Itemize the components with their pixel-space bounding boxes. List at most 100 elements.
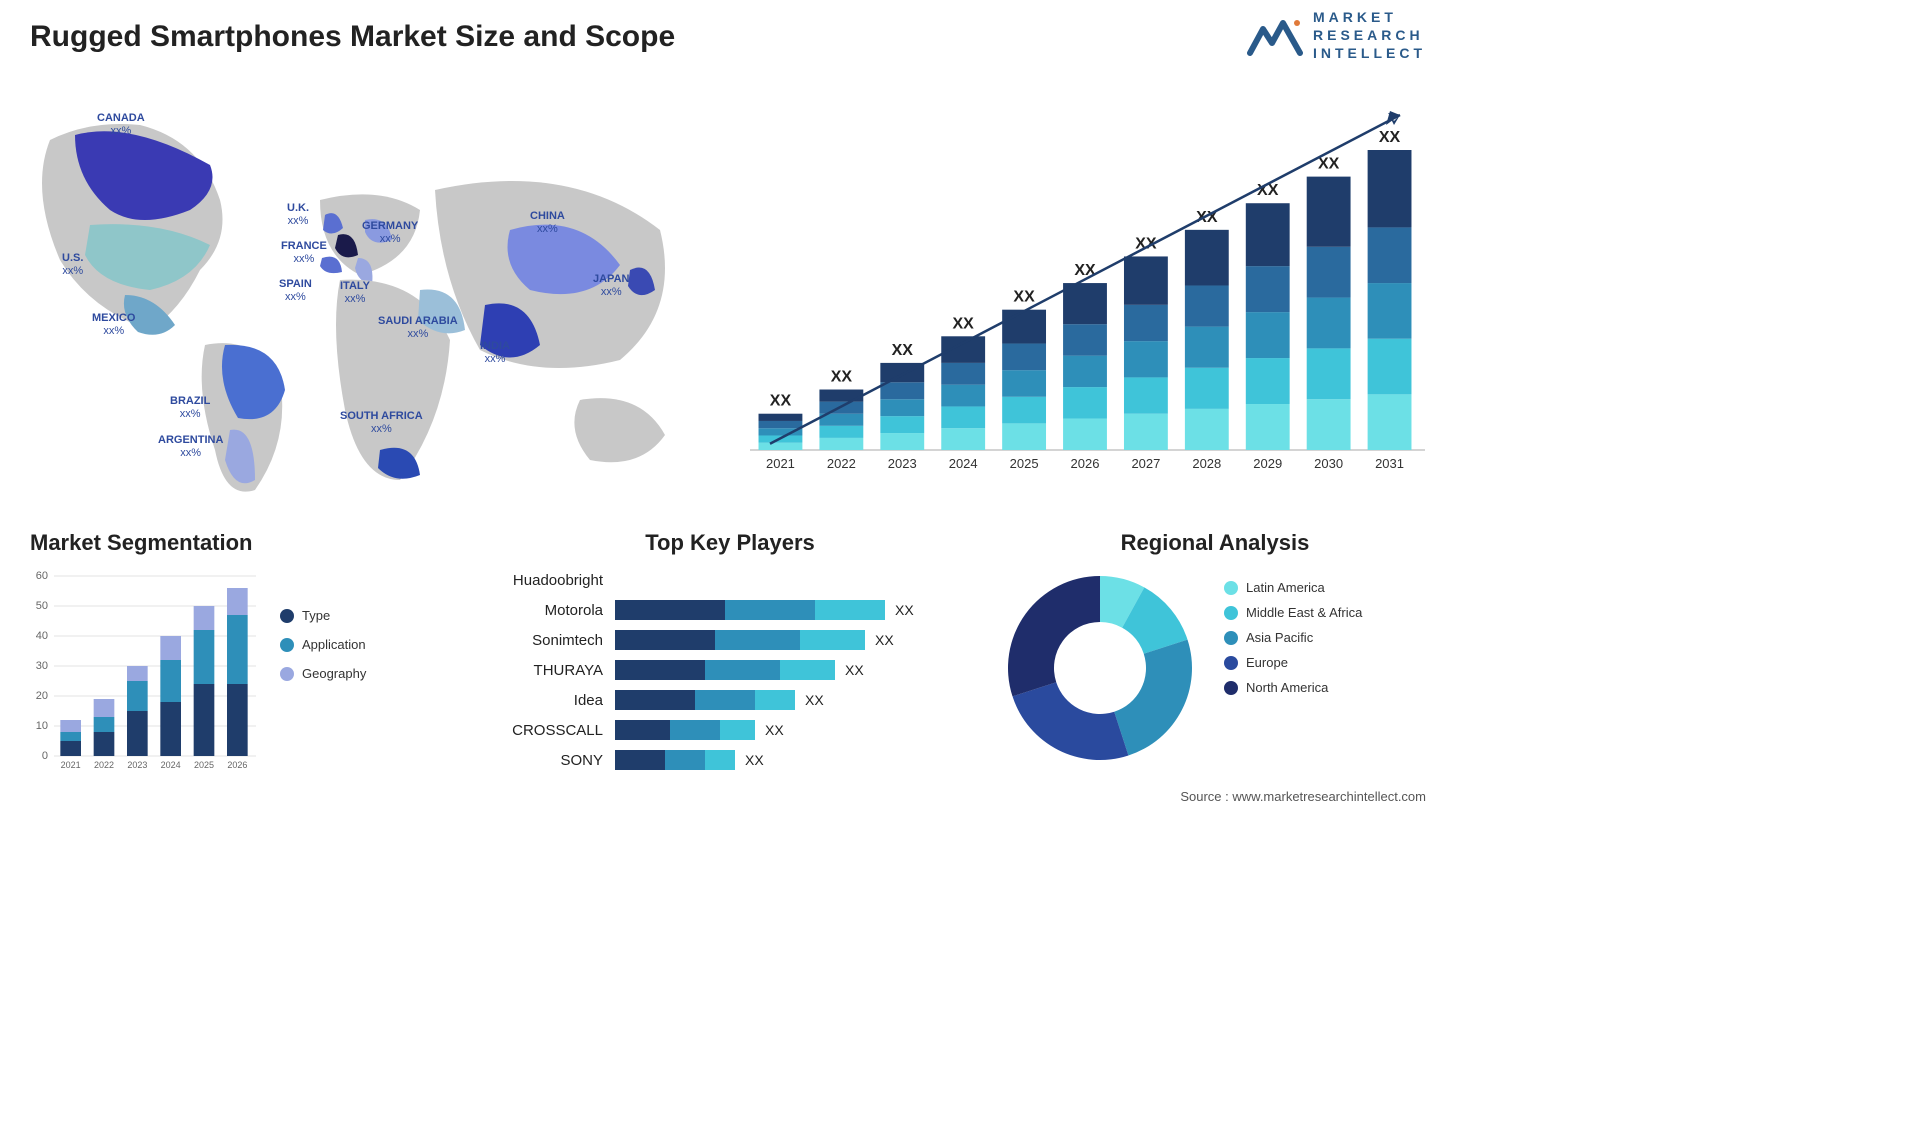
- market-size-chart: XX2021XX2022XX2023XX2024XX2025XX2026XX20…: [740, 100, 1430, 480]
- keyplayer-bar: [615, 690, 795, 710]
- brand-logo: MARKET RESEARCH INTELLECT: [1247, 8, 1426, 63]
- bar-segment: [705, 660, 780, 680]
- svg-text:2021: 2021: [61, 760, 81, 770]
- keyplayers-section: Top Key Players HuadoobrightMotorolaXXSo…: [480, 530, 980, 778]
- regional-title: Regional Analysis: [1000, 530, 1430, 556]
- keyplayer-row: Huadoobright: [480, 568, 980, 592]
- legend-item: Application: [280, 637, 366, 652]
- legend-item: Latin America: [1224, 580, 1362, 595]
- keyplayer-bar: [615, 750, 735, 770]
- keyplayer-value: XX: [765, 722, 784, 738]
- legend-dot: [1224, 681, 1238, 695]
- svg-text:2023: 2023: [127, 760, 147, 770]
- page-title: Rugged Smartphones Market Size and Scope: [30, 20, 675, 54]
- legend-dot: [1224, 606, 1238, 620]
- svg-text:2026: 2026: [1071, 456, 1100, 471]
- map-label: JAPANxx%: [593, 273, 629, 299]
- logo-line-3: INTELLECT: [1313, 44, 1426, 62]
- keyplayer-name: Huadoobright: [480, 572, 615, 589]
- segmentation-section: Market Segmentation 01020304050602021202…: [30, 530, 460, 778]
- keyplayer-value: XX: [845, 662, 864, 678]
- keyplayer-row: Idea XX: [480, 688, 980, 712]
- legend-dot: [280, 638, 294, 652]
- keyplayer-value: XX: [805, 692, 824, 708]
- keyplayer-name: THURAYA: [480, 662, 615, 679]
- map-label: MEXICOxx%: [92, 312, 135, 338]
- svg-text:2025: 2025: [1010, 456, 1039, 471]
- map-label: ARGENTINAxx%: [158, 434, 223, 460]
- legend-label: Middle East & Africa: [1246, 605, 1362, 620]
- keyplayer-name: Idea: [480, 692, 615, 709]
- legend-label: North America: [1246, 680, 1328, 695]
- svg-text:2026: 2026: [227, 760, 247, 770]
- segmentation-title: Market Segmentation: [30, 530, 460, 556]
- svg-text:XX: XX: [770, 393, 792, 410]
- svg-text:10: 10: [36, 720, 48, 732]
- legend-dot: [1224, 631, 1238, 645]
- map-label: INDIAxx%: [480, 340, 510, 366]
- svg-text:20: 20: [36, 690, 48, 702]
- svg-text:40: 40: [36, 630, 48, 642]
- keyplayer-value: XX: [745, 752, 764, 768]
- map-label: ITALYxx%: [340, 280, 370, 306]
- legend-item: Middle East & Africa: [1224, 605, 1362, 620]
- keyplayer-bar: [615, 660, 835, 680]
- legend-dot: [1224, 656, 1238, 670]
- keyplayer-name: CROSSCALL: [480, 722, 615, 739]
- legend-dot: [1224, 581, 1238, 595]
- svg-text:2029: 2029: [1253, 456, 1282, 471]
- legend-item: North America: [1224, 680, 1362, 695]
- logo-line-1: MARKET: [1313, 8, 1426, 26]
- map-label: BRAZILxx%: [170, 395, 210, 421]
- svg-text:2027: 2027: [1131, 456, 1160, 471]
- svg-text:XX: XX: [1318, 156, 1340, 173]
- bar-segment: [755, 690, 795, 710]
- keyplayer-row: SONY XX: [480, 748, 980, 772]
- keyplayers-title: Top Key Players: [480, 530, 980, 556]
- legend-label: Type: [302, 608, 330, 623]
- map-label: SPAINxx%: [279, 278, 312, 304]
- regional-legend: Latin America Middle East & Africa Asia Pa…: [1224, 568, 1362, 705]
- svg-text:2028: 2028: [1192, 456, 1221, 471]
- keyplayer-name: SONY: [480, 752, 615, 769]
- keyplayer-value: XX: [875, 632, 894, 648]
- legend-item: Type: [280, 608, 366, 623]
- map-label: U.K.xx%: [287, 202, 309, 228]
- keyplayer-row: Motorola XX: [480, 598, 980, 622]
- svg-text:XX: XX: [831, 369, 853, 386]
- map-label: SOUTH AFRICAxx%: [340, 410, 423, 436]
- keyplayer-bar: [615, 720, 755, 740]
- bar-segment: [715, 630, 800, 650]
- bar-segment: [615, 750, 665, 770]
- legend-item: Geography: [280, 666, 366, 681]
- keyplayer-name: Motorola: [480, 602, 615, 619]
- keyplayer-row: THURAYA XX: [480, 658, 980, 682]
- legend-item: Asia Pacific: [1224, 630, 1362, 645]
- bar-segment: [665, 750, 705, 770]
- map-label: CHINAxx%: [530, 210, 565, 236]
- keyplayer-bar: [615, 600, 885, 620]
- bar-segment: [670, 720, 720, 740]
- keyplayer-row: CROSSCALL XX: [480, 718, 980, 742]
- svg-text:2025: 2025: [194, 760, 214, 770]
- legend-label: Asia Pacific: [1246, 630, 1313, 645]
- bar-segment: [615, 690, 695, 710]
- svg-text:2030: 2030: [1314, 456, 1343, 471]
- keyplayer-value: XX: [895, 602, 914, 618]
- bar-segment: [815, 600, 885, 620]
- keyplayer-bar: [615, 630, 865, 650]
- bar-segment: [615, 600, 725, 620]
- svg-text:60: 60: [36, 570, 48, 582]
- map-label: CANADAxx%: [97, 112, 145, 138]
- svg-text:XX: XX: [1013, 289, 1035, 306]
- legend-dot: [280, 609, 294, 623]
- svg-text:50: 50: [36, 600, 48, 612]
- legend-item: Europe: [1224, 655, 1362, 670]
- svg-text:2021: 2021: [766, 456, 795, 471]
- svg-text:0: 0: [42, 750, 48, 762]
- keyplayers-chart: HuadoobrightMotorolaXXSonimtechXXTHURAYA…: [480, 568, 980, 772]
- legend-label: Europe: [1246, 655, 1288, 670]
- bar-segment: [720, 720, 755, 740]
- segmentation-chart: 0102030405060202120222023202420252026: [30, 568, 260, 778]
- svg-text:XX: XX: [892, 342, 914, 359]
